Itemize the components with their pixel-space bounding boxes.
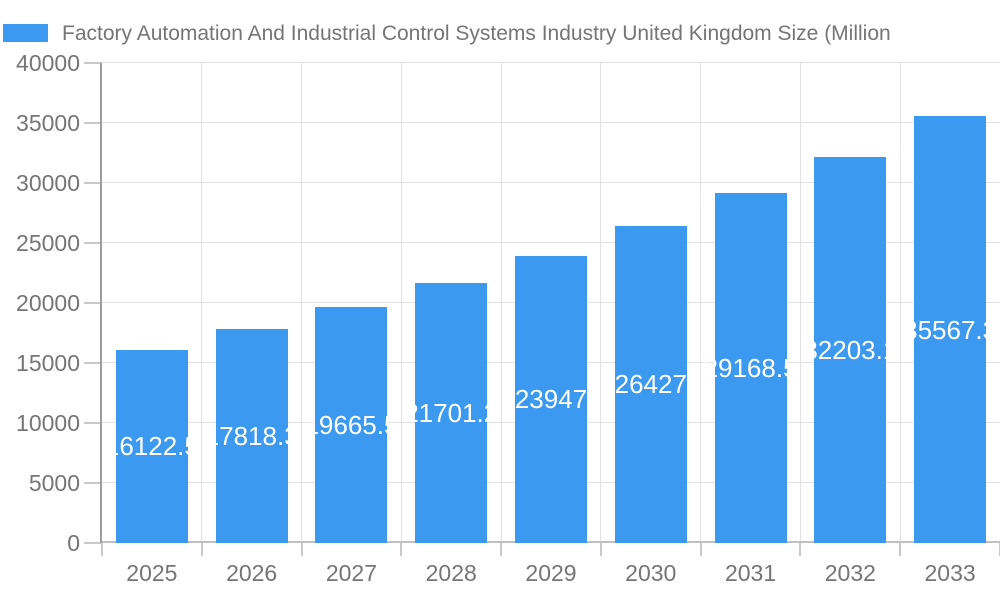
y-axis-tick-label: 40000 xyxy=(16,50,80,76)
y-tick xyxy=(84,362,102,364)
y-tick xyxy=(84,62,102,64)
bar-2026: 17818.3 xyxy=(205,329,299,543)
bar-value-label: 17818.3 xyxy=(204,421,299,452)
x-gridline xyxy=(700,63,702,543)
x-gridline xyxy=(500,63,502,543)
bar-value-label: 23947 xyxy=(514,384,588,415)
x-axis-category-label: 2027 xyxy=(325,560,378,586)
y-axis-tick-label: 25000 xyxy=(16,230,80,256)
y-axis-tick-label: 30000 xyxy=(16,170,80,196)
y-tick xyxy=(84,482,102,484)
y-gridline xyxy=(102,122,1000,123)
x-axis-category-label: 2025 xyxy=(126,560,178,586)
legend-series-label: Factory Automation And Industrial Contro… xyxy=(62,22,891,45)
x-axis-category-label: 2028 xyxy=(425,560,477,586)
x-tick xyxy=(899,543,902,556)
x-tick xyxy=(599,543,602,556)
legend: Factory Automation And Industrial Contro… xyxy=(0,0,1000,52)
y-tick xyxy=(84,122,102,124)
y-gridline xyxy=(102,242,1000,243)
y-axis-line xyxy=(100,63,102,543)
bar-2030: 26427 xyxy=(614,225,687,543)
x-tick xyxy=(500,543,503,556)
x-gridline xyxy=(201,63,203,543)
x-gridline xyxy=(899,63,901,543)
y-tick xyxy=(84,422,102,424)
y-gridline xyxy=(102,62,1000,63)
x-tick xyxy=(101,543,103,556)
y-axis-tick-label: 15000 xyxy=(16,350,80,376)
y-tick xyxy=(84,302,102,304)
x-axis-category-label: 2026 xyxy=(226,560,278,586)
x-tick xyxy=(300,543,303,556)
bar-value-label: 26427 xyxy=(614,369,687,400)
bar-2033: 35567.3 xyxy=(903,116,997,543)
y-gridline xyxy=(102,182,1000,183)
y-tick xyxy=(84,182,102,184)
x-tick xyxy=(799,543,802,556)
x-gridline xyxy=(600,63,602,543)
y-axis-tick-label: 5000 xyxy=(28,470,80,496)
bar-value-label: 21701.2 xyxy=(404,397,499,428)
bar-2025: 16122.5 xyxy=(105,349,199,543)
x-tick xyxy=(400,543,403,556)
x-tick xyxy=(699,543,702,556)
x-gridline xyxy=(301,63,303,543)
y-axis-tick-label: 35000 xyxy=(16,110,80,136)
bar-value-label: 19665.5 xyxy=(304,409,399,440)
bar-value-label: 16122.5 xyxy=(104,431,199,462)
x-gridline xyxy=(400,63,402,543)
y-tick xyxy=(84,242,102,244)
x-tick xyxy=(200,543,203,556)
y-tick xyxy=(84,542,102,544)
x-axis-category-label: 2032 xyxy=(824,560,876,586)
bar-2027: 19665.5 xyxy=(304,307,398,543)
bar-2029: 23947 xyxy=(514,255,588,543)
bar-2028: 21701.2 xyxy=(404,282,498,543)
x-axis-category-label: 2030 xyxy=(625,560,677,586)
bar-2031: 29168.5 xyxy=(704,192,798,543)
x-axis-category-label: 2033 xyxy=(924,560,976,586)
x-axis-category-label: 2029 xyxy=(525,560,577,586)
x-gridline xyxy=(799,63,801,543)
y-axis-tick-label: 0 xyxy=(67,530,80,556)
bar-value-label: 35567.3 xyxy=(903,314,998,345)
x-axis-category-label: 2031 xyxy=(724,560,777,586)
y-axis-tick-label: 20000 xyxy=(16,290,80,316)
bar-2032: 32203.1 xyxy=(803,156,897,543)
bar-value-label: 32203.1 xyxy=(803,334,898,365)
legend-swatch xyxy=(3,24,48,42)
y-axis-tick-label: 10000 xyxy=(16,410,80,436)
bar-value-label: 29168.5 xyxy=(703,352,798,383)
